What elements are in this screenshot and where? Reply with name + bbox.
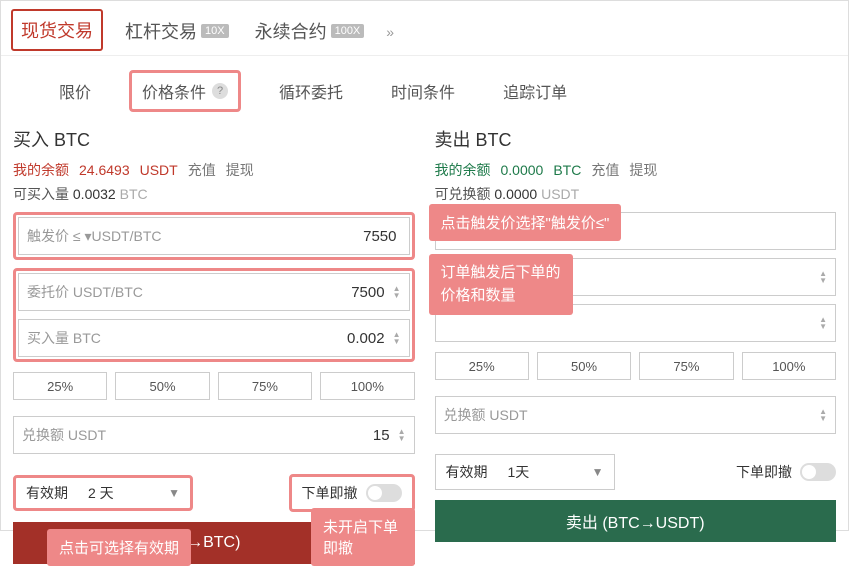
- sell-toggle-wrap: 下单即撤: [736, 462, 836, 482]
- order-price-label: 委托价 USDT/BTC: [27, 282, 143, 302]
- callout-validity: 点击可选择有效期: [47, 529, 191, 566]
- sell-withdraw-link[interactable]: 提现: [629, 160, 657, 180]
- tab-limit[interactable]: 限价: [49, 73, 101, 109]
- sell-toggle-label: 下单即撤: [736, 462, 792, 482]
- pct-25[interactable]: 25%: [13, 372, 107, 400]
- sell-cancel-on-submit-toggle[interactable]: [800, 463, 836, 481]
- sell-submit-button[interactable]: 卖出 (BTC→USDT): [435, 500, 837, 542]
- sell-available-row: 可兑换额 0.0000 USDT: [435, 184, 837, 204]
- order-price-input[interactable]: 委托价 USDT/BTC 7500 ▲▼: [18, 273, 410, 311]
- sell-pct-100[interactable]: 100%: [742, 352, 836, 380]
- tab-time-condition[interactable]: 时间条件: [381, 73, 465, 109]
- tab-perpetual[interactable]: 永续合约 100X: [251, 10, 369, 54]
- buy-exchange-label: 兑换额 USDT: [22, 425, 106, 445]
- sell-validity-label: 有效期: [446, 462, 488, 482]
- sell-avail-amount: 0.0000: [494, 186, 537, 202]
- sell-pct-75[interactable]: 75%: [639, 352, 733, 380]
- trigger-price-label: 触发价 ≤ ▾USDT/BTC: [27, 226, 162, 246]
- buy-avail-label: 可买入量: [13, 186, 69, 202]
- sell-deposit-link[interactable]: 充值: [591, 160, 619, 180]
- pct-50[interactable]: 50%: [115, 372, 209, 400]
- buy-balance-currency: USDT: [140, 162, 178, 178]
- tab-track-order[interactable]: 追踪订单: [493, 73, 577, 109]
- tab-margin[interactable]: 杠杆交易 10X: [121, 10, 233, 54]
- buy-qty-value: 0.002: [101, 330, 389, 347]
- tab-spot[interactable]: 现货交易: [11, 9, 103, 51]
- chevron-down-icon: ▼: [592, 465, 604, 479]
- sell-balance-row: 我的余额 0.0000 BTC 充值 提现: [435, 160, 837, 180]
- buy-exchange-input[interactable]: 兑换额 USDT 15 ▲▼: [13, 416, 415, 454]
- exchange-spinner[interactable]: ▲▼: [398, 428, 406, 442]
- cancel-on-submit-toggle-wrap: 下单即撤: [289, 474, 415, 512]
- callout-toggle: 未开启下单即撤: [311, 508, 415, 566]
- sell-validity-select[interactable]: 有效期 1天 ▼: [435, 454, 615, 490]
- buy-bottom-row: 有效期 2 天 ▼ 下单即撤: [13, 474, 415, 512]
- sell-pct-row: 25% 50% 75% 100%: [435, 352, 837, 380]
- buy-pct-row: 25% 50% 75% 100%: [13, 372, 415, 400]
- buy-avail-unit: BTC: [120, 186, 148, 202]
- trigger-price-group: 触发价 ≤ ▾USDT/BTC 7550: [13, 212, 415, 260]
- tab-loop-order[interactable]: 循环委托: [269, 73, 353, 109]
- tab-perp-label: 永续合约: [255, 18, 327, 44]
- sell-validity-value: 1天: [508, 462, 530, 482]
- sell-exchange-spinner[interactable]: ▲▼: [819, 408, 827, 422]
- margin-badge: 10X: [201, 24, 229, 38]
- tab-price-condition[interactable]: 价格条件 ?: [129, 70, 241, 112]
- tab-margin-label: 杠杆交易: [125, 18, 197, 44]
- price-spinner[interactable]: ▲▼: [393, 285, 401, 299]
- buy-avail-amount: 0.0032: [73, 186, 116, 202]
- toggle-label: 下单即撤: [302, 483, 358, 503]
- buy-qty-label: 买入量 BTC: [27, 328, 101, 348]
- buy-qty-input[interactable]: 买入量 BTC 0.002 ▲▼: [18, 319, 410, 357]
- buy-balance-row: 我的余额 24.6493 USDT 充值 提现: [13, 160, 415, 180]
- sell-balance-currency: BTC: [553, 162, 581, 178]
- sell-avail-label: 可兑换额: [435, 186, 491, 202]
- perp-badge: 100X: [331, 24, 365, 38]
- callout-trigger: 点击触发价选择"触发价≤": [429, 204, 622, 241]
- buy-balance-label: 我的余额: [13, 160, 69, 180]
- top-tabs: 现货交易 杠杆交易 10X 永续合约 100X »: [1, 1, 848, 56]
- tab-price-cond-label: 价格条件: [142, 79, 206, 103]
- validity-value: 2 天: [88, 483, 114, 503]
- sell-qty-spinner[interactable]: ▲▼: [819, 316, 827, 330]
- buy-balance-amount: 24.6493: [79, 162, 130, 178]
- trigger-price-input[interactable]: 触发价 ≤ ▾USDT/BTC 7550: [18, 217, 410, 255]
- withdraw-link[interactable]: 提现: [226, 160, 254, 180]
- chevron-down-icon: ▼: [168, 486, 180, 500]
- sell-balance-amount: 0.0000: [501, 162, 544, 178]
- more-icon[interactable]: »: [386, 24, 394, 40]
- callout-order: 订单触发后下单的 价格和数量: [429, 254, 573, 315]
- sell-panel: 点击触发价选择"触发价≤" 订单触发后下单的 价格和数量 卖出 BTC 我的余额…: [435, 126, 837, 564]
- help-icon[interactable]: ?: [212, 83, 228, 99]
- sell-title: 卖出 BTC: [435, 126, 837, 152]
- trigger-price-value: 7550: [162, 228, 401, 245]
- order-type-tabs: 限价 价格条件 ? 循环委托 时间条件 追踪订单: [1, 56, 848, 126]
- buy-available-row: 可买入量 0.0032 BTC: [13, 184, 415, 204]
- order-details-group: 委托价 USDT/BTC 7500 ▲▼ 买入量 BTC 0.002 ▲▼: [13, 268, 415, 362]
- sell-exchange-input[interactable]: 兑换额 USDT ▲▼: [435, 396, 837, 434]
- sell-exchange-label: 兑换额 USDT: [444, 405, 528, 425]
- pct-75[interactable]: 75%: [218, 372, 312, 400]
- sell-avail-unit: USDT: [541, 186, 579, 202]
- sell-price-spinner[interactable]: ▲▼: [819, 270, 827, 284]
- validity-select[interactable]: 有效期 2 天 ▼: [13, 475, 193, 511]
- validity-label: 有效期: [26, 483, 68, 503]
- sell-balance-label: 我的余额: [435, 160, 491, 180]
- sell-bottom-row: 有效期 1天 ▼ 下单即撤: [435, 454, 837, 490]
- sell-pct-50[interactable]: 50%: [537, 352, 631, 380]
- buy-title: 买入 BTC: [13, 126, 415, 152]
- deposit-link[interactable]: 充值: [188, 160, 216, 180]
- qty-spinner[interactable]: ▲▼: [393, 331, 401, 345]
- order-price-value: 7500: [143, 284, 389, 301]
- buy-exchange-value: 15: [106, 427, 394, 444]
- pct-100[interactable]: 100%: [320, 372, 414, 400]
- sell-pct-25[interactable]: 25%: [435, 352, 529, 380]
- buy-panel: 买入 BTC 我的余额 24.6493 USDT 充值 提现 可买入量 0.00…: [13, 126, 415, 564]
- cancel-on-submit-toggle[interactable]: [366, 484, 402, 502]
